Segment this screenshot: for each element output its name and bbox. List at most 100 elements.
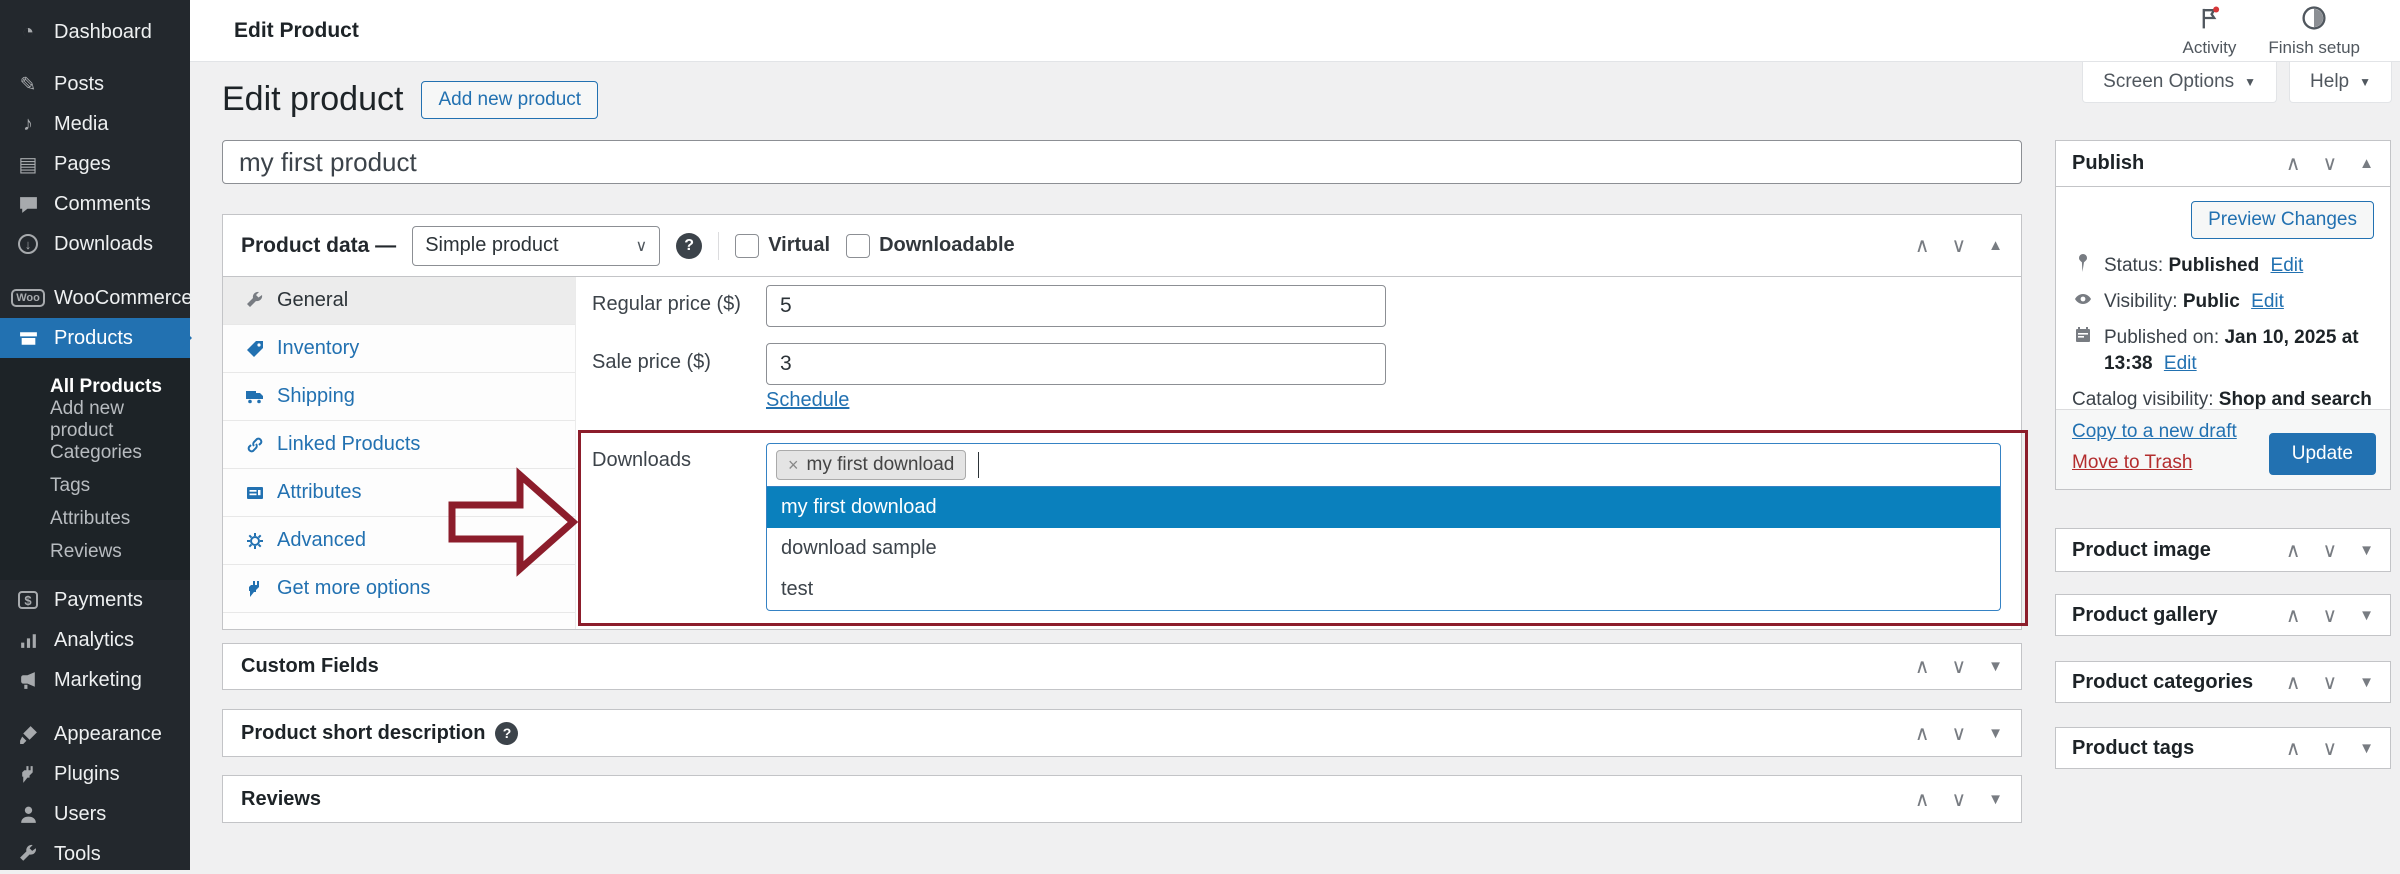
screen-options-tab[interactable]: Screen Options ▼ [2082,62,2278,103]
submenu-add-new-product[interactable]: Add new product [50,397,124,441]
tab-linked-products[interactable]: Linked Products [223,421,575,469]
tab-get-more-options[interactable]: Get more options [223,565,575,613]
downloads-label: Downloads [592,449,691,471]
collapse-toggle-icon[interactable]: ▲ [1988,237,2003,254]
move-to-trash-link[interactable]: Move to Trash [2072,452,2193,473]
submenu-reviews[interactable]: Reviews [50,540,122,562]
dropdown-option[interactable]: my first download [767,487,2000,528]
sidebar-item-analytics[interactable]: Analytics [0,620,190,660]
collapse-toggle-icon[interactable]: ▼ [2359,739,2374,757]
collapse-toggle-icon[interactable]: ▼ [1988,724,2003,742]
dropdown-option[interactable]: download sample [781,537,937,559]
reviews-panel: Reviews ∧ ∨ ▼ [222,775,2022,823]
sidebar-item-plugins[interactable]: Plugins [0,754,190,794]
submenu-attributes[interactable]: Attributes [50,507,131,529]
move-down-icon[interactable]: ∨ [2322,539,2338,562]
sidebar-item-users[interactable]: Users [0,794,190,834]
collapse-toggle-icon[interactable]: ▲ [2359,155,2374,172]
sidebar-item-products[interactable]: Products [0,318,192,358]
checkbox-box[interactable] [846,233,871,258]
move-down-icon[interactable]: ∨ [1951,722,1967,745]
submenu-tags[interactable]: Tags [50,474,91,496]
submenu-categories[interactable]: Categories [50,441,142,463]
move-up-icon[interactable]: ∧ [2285,737,2301,760]
sidebar-item-payments[interactable]: $ Payments [0,580,190,620]
product-tags-panel: Product tags ∧ ∨ ▼ [2055,727,2391,769]
remove-chip-icon[interactable]: × [788,454,799,475]
move-up-icon[interactable]: ∧ [1914,656,1930,678]
move-down-icon[interactable]: ∨ [1951,788,1967,811]
chevron-down-icon: ▼ [2359,75,2371,89]
help-tip-icon[interactable]: ? [676,232,703,259]
submenu-all-products[interactable]: All Products [50,375,162,397]
dropdown-option[interactable]: test [781,578,814,600]
sidebar-item-label: Posts [54,72,105,95]
copy-to-draft-link[interactable]: Copy to a new draft [2072,421,2237,442]
collapse-toggle-icon[interactable]: ▼ [2359,673,2374,691]
tab-shipping[interactable]: Shipping [223,373,575,421]
move-up-icon[interactable]: ∧ [1914,722,1930,745]
add-new-product-button[interactable]: Add new product [421,80,599,119]
move-down-icon[interactable]: ∨ [1951,656,1967,678]
sidebar-item-label: Plugins [54,762,120,785]
move-up-icon[interactable]: ∧ [1914,788,1930,811]
move-down-icon[interactable]: ∨ [2322,153,2338,175]
move-up-icon[interactable]: ∧ [1914,235,1930,257]
truck-icon [246,390,263,403]
product-tags-title: Product tags [2072,736,2195,759]
checkbox-box[interactable] [735,233,760,258]
help-tip-icon[interactable]: ? [495,721,519,745]
update-button[interactable]: Update [2268,433,2376,475]
published-on-row: Published on: Jan 10, 2025 at 13:38 Edit [2072,325,2374,377]
sidebar-item-tools[interactable]: Tools [0,834,190,874]
move-down-icon[interactable]: ∨ [2322,737,2338,760]
product-title-input[interactable] [222,140,2022,184]
tab-advanced[interactable]: Advanced [223,517,575,565]
collapse-toggle-icon[interactable]: ▼ [2359,606,2374,624]
chip-label: my first download [806,454,955,475]
move-down-icon[interactable]: ∨ [2322,671,2338,694]
sidebar-item-downloads[interactable]: ↓ Downloads [0,224,190,264]
tag-icon [247,340,263,357]
collapse-toggle-icon[interactable]: ▼ [1988,790,2003,808]
virtual-checkbox[interactable]: Virtual [735,233,830,258]
sidebar-item-dashboard[interactable]: ◔ Dashboard [0,12,190,52]
tab-attributes[interactable]: Attributes [223,469,575,517]
edit-status-link[interactable]: Edit [2270,255,2304,276]
move-up-icon[interactable]: ∧ [2285,539,2301,562]
sidebar-item-marketing[interactable]: Marketing [0,660,190,700]
schedule-link[interactable]: Schedule [766,389,850,411]
sidebar-item-comments[interactable]: Comments [0,184,190,224]
tab-label: General [277,289,349,311]
publish-footer: Copy to a new draft Move to Trash Update [2056,409,2390,489]
tab-inventory[interactable]: Inventory [223,325,575,373]
downloads-multiselect[interactable]: × my first download [766,443,2001,487]
selected-download-chip: × my first download [776,450,967,480]
sidebar-item-appearance[interactable]: Appearance [0,714,190,754]
activity-button[interactable]: Activity [2166,5,2252,58]
downloadable-checkbox[interactable]: Downloadable [846,233,1015,258]
sidebar-item-media[interactable]: ♪ Media [0,104,190,144]
finish-setup-button[interactable]: Finish setup [2252,5,2376,58]
sale-price-label: Sale price ($) [592,351,711,373]
move-down-icon[interactable]: ∨ [1951,235,1967,257]
tab-general[interactable]: General [223,277,575,325]
edit-published-link[interactable]: Edit [2163,353,2197,374]
move-up-icon[interactable]: ∧ [2285,671,2301,694]
sidebar-item-posts[interactable]: ✎ Posts [0,64,190,104]
chevron-down-icon: ▼ [2244,75,2257,89]
preview-changes-button[interactable]: Preview Changes [2191,201,2374,239]
sale-price-input[interactable] [766,343,1386,385]
move-up-icon[interactable]: ∧ [2285,153,2301,175]
help-tab[interactable]: Help ▼ [2289,62,2392,103]
collapse-toggle-icon[interactable]: ▼ [1988,658,2003,675]
sidebar-item-label: Payments [54,588,143,611]
collapse-toggle-icon[interactable]: ▼ [2359,541,2374,559]
sidebar-item-pages[interactable]: ▤ Pages [0,144,190,184]
product-type-select[interactable]: Simple product ∨ [412,225,661,266]
sidebar-item-woocommerce[interactable]: Woo WooCommerce [0,278,193,318]
edit-visibility-link[interactable]: Edit [2251,291,2284,312]
move-up-icon[interactable]: ∧ [2285,604,2301,627]
regular-price-input[interactable] [766,285,1386,327]
move-down-icon[interactable]: ∨ [2322,604,2338,627]
